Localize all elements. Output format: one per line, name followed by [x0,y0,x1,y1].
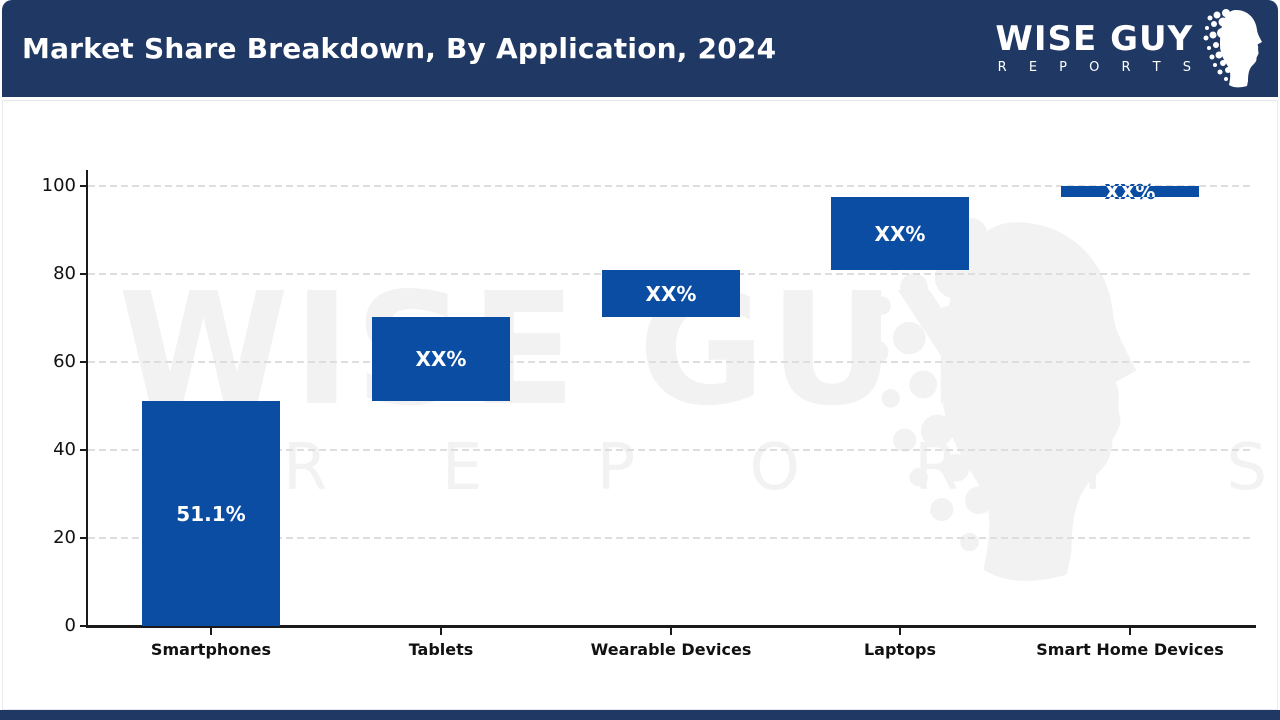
bar-label: XX% [415,347,467,372]
x-tick-label: Smartphones [150,640,272,659]
bar-smart-home-devices [1061,186,1199,197]
y-tick-label: 80 [53,263,76,284]
y-tickmark [80,185,88,187]
bar-label: XX% [645,281,697,306]
y-tick-label: 60 [53,351,76,372]
x-tickmark [440,627,442,635]
logo-wordmark: WISE GUY [995,19,1194,59]
y-tickmark [80,537,88,539]
bar-label-inside: XX% [1104,179,1156,204]
y-tickmark [80,361,88,363]
bar-smartphones [142,401,280,626]
x-tick-label: Smart Home Devices [1036,640,1224,659]
wiseguy-logo: WISE GUY R E P O R T S [995,6,1268,92]
x-tick-label: Tablets [408,640,474,659]
x-tickmark [1129,627,1131,635]
y-tick-label: 0 [64,615,76,636]
x-tickmark [670,627,672,635]
bar-label: XX% [874,221,926,246]
y-tickmark [80,625,88,627]
x-tick-label: Wearable Devices [590,640,752,659]
gridline-40 [88,449,1253,451]
x-tick-label: Laptops [863,640,937,659]
wiseguy-face-icon [1202,8,1264,90]
x-tickmark [899,627,901,635]
header-band: Market Share Breakdown, By Application, … [2,0,1278,97]
bar-laptops [831,197,969,271]
logo-subtext: R E P O R T S [997,60,1200,75]
y-tick-label: 40 [53,439,76,460]
x-tickmark [210,627,212,635]
bar-label: XX% [1104,179,1156,204]
y-tickmark [80,273,88,275]
gridline-20 [88,537,1253,539]
gridline-100 [88,185,1253,187]
footer-band [0,710,1280,720]
bar-tablets [372,317,510,402]
x-axis-line [86,625,1256,628]
y-tick-label: 100 [41,175,76,196]
bar-wearable-devices [602,270,740,318]
bar-label: 51.1% [176,501,246,526]
chart-title: Market Share Breakdown, By Application, … [22,32,777,65]
watermark-face-icon [858,213,1146,593]
y-tickmark [80,449,88,451]
gridline-60 [88,361,1253,363]
wiseguy-logo-text: WISE GUY R E P O R T S [989,20,1200,76]
y-tick-label: 20 [53,527,76,548]
y-axis-line [86,170,88,628]
